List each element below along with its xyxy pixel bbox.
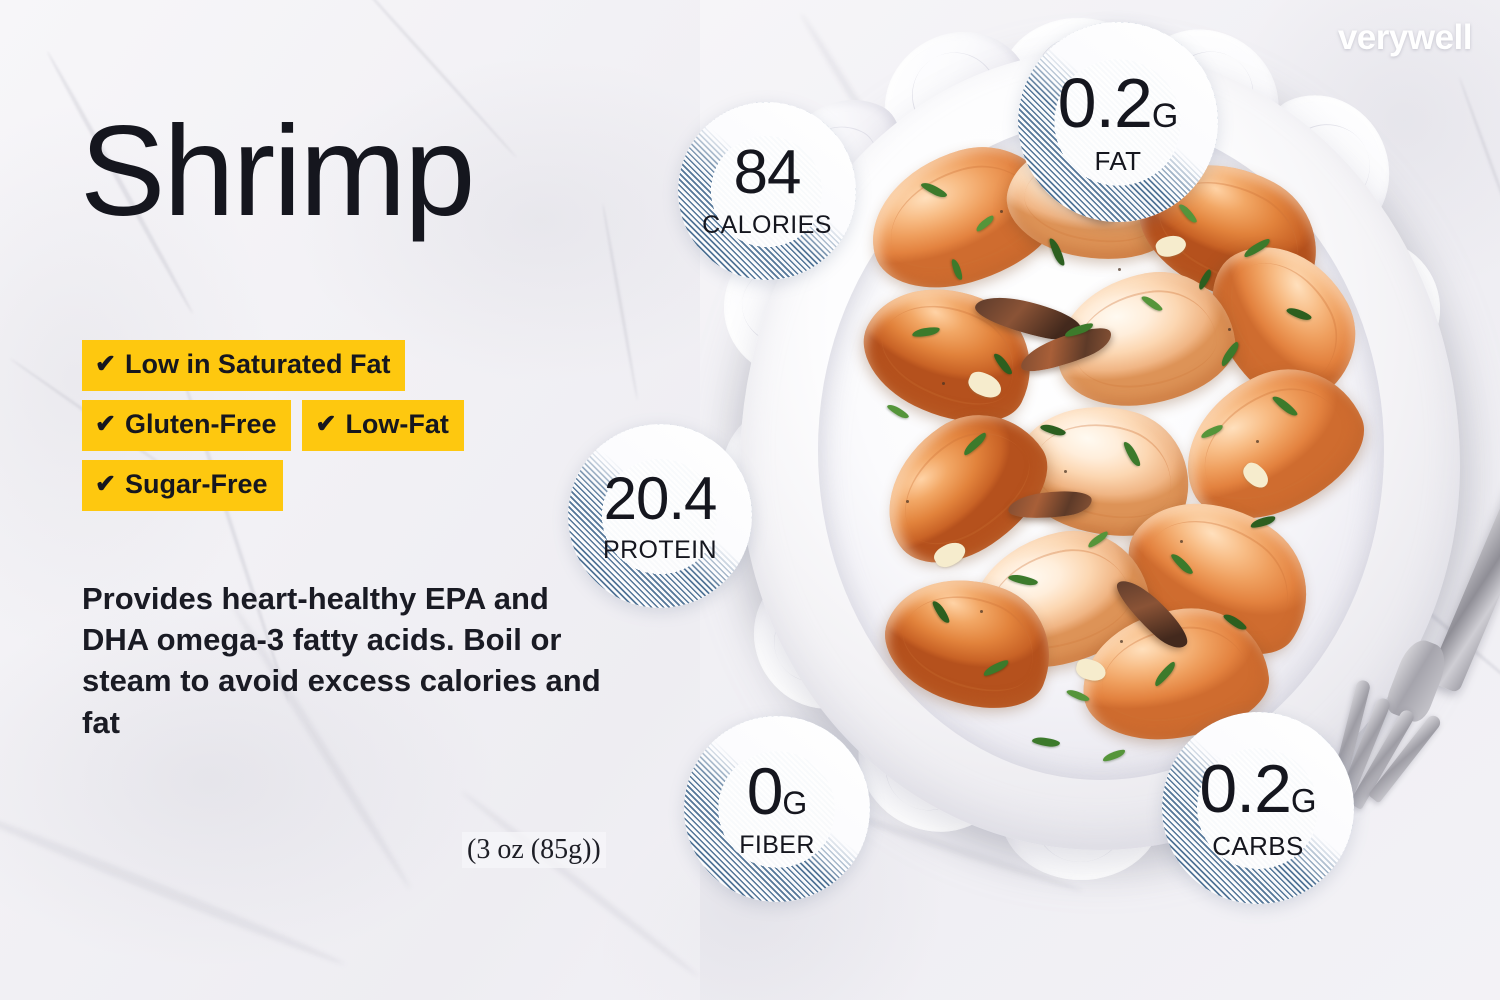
badge-label: Sugar-Free [124,469,268,499]
badge-low-in-saturated-fat: ✔ Low in Saturated Fat [82,340,406,391]
attribute-badge-list: ✔ Low in Saturated Fat ✔ Gluten-Free ✔ L… [82,340,602,520]
serving-size-label: (3 oz (85g)) [462,832,606,868]
badge-row: ✔ Sugar-Free [82,460,602,511]
nutrition-value: 0.2 G [1057,64,1179,143]
pepper-fleck [980,610,983,613]
nutrition-badge-carbs: 0.2 G CARBS [1162,712,1354,904]
pepper-fleck [1180,540,1183,543]
pepper-fleck [906,500,909,503]
badge-row: ✔ Gluten-Free ✔ Low-Fat [82,400,602,451]
herb-garnish [885,402,911,421]
description-text: Provides heart-healthy EPA and DHA omega… [82,581,601,740]
nutrition-label: PROTEIN [603,535,717,564]
badge-label: Low in Saturated Fat [124,349,391,379]
pepper-fleck [942,382,945,385]
nutrition-badge-protein: 20.4 PROTEIN [568,424,752,608]
pepper-fleck [1064,470,1067,473]
pepper-fleck [1118,268,1121,271]
shrimp-piece [845,258,1055,448]
ring-highlight [1162,712,1354,904]
badge-label: Low-Fat [345,409,449,439]
verywell-logo: verywell [1337,18,1473,57]
pepper-fleck [1228,328,1231,331]
ring-highlight [1018,22,1218,222]
badge-sugar-free: ✔ Sugar-Free [82,460,283,511]
info-panel: Shrimp ✔ Low in Saturated Fat ✔ Gluten-F… [0,0,700,1000]
nutrition-value: 84 [733,137,802,207]
badge-low-fat: ✔ Low-Fat [302,400,464,451]
ring-highlight [678,102,856,280]
herb-garnish [1031,736,1061,748]
nutrition-badge-calories: 84 CALORIES [678,102,856,280]
badge-label: Gluten-Free [124,409,277,439]
nutrition-value: 0.2 G [1199,751,1317,828]
pepper-fleck [1120,640,1123,643]
nutrition-label: FAT [1094,145,1142,176]
pepper-fleck [1256,440,1259,443]
nutrition-badge-fat: 0.2 G FAT [1018,22,1218,222]
badge-gluten-free: ✔ Gluten-Free [82,400,292,451]
ring-highlight [568,424,752,608]
pepper-fleck [1000,210,1003,213]
check-icon: ✔ [315,410,337,438]
ring-highlight [684,716,870,902]
check-icon: ✔ [95,350,116,378]
badge-row: ✔ Low in Saturated Fat [82,340,602,391]
nutrition-label: CARBS [1212,830,1304,861]
nutrition-value: 20.4 [603,464,718,532]
page-title: Shrimp [80,100,475,243]
shrimp-pile [845,123,1384,764]
check-icon: ✔ [95,470,116,498]
nutrition-label: FIBER [739,831,815,860]
check-icon: ✔ [95,410,116,438]
nutrition-label: CALORIES [702,211,832,240]
